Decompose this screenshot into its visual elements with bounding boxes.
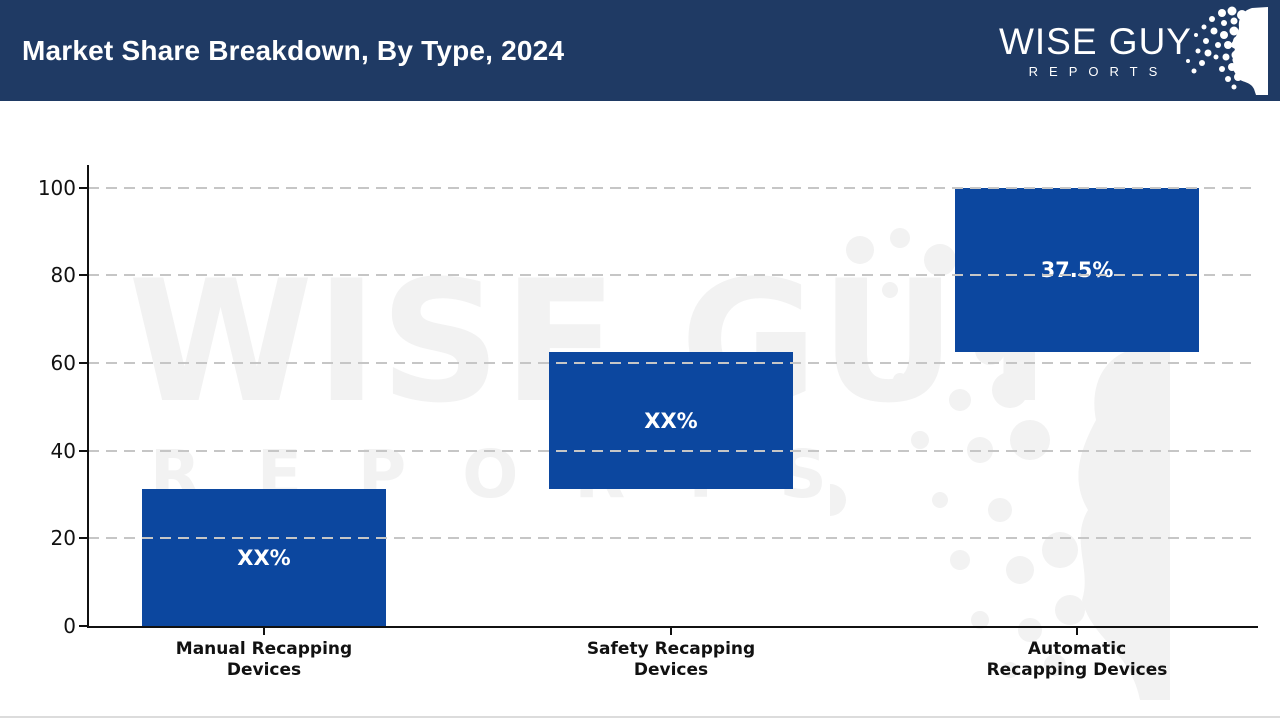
logo-subtext: REPORTS: [1028, 63, 1169, 79]
wiseguy-logo: WISE GUY REPORTS: [999, 5, 1270, 97]
bar-value-label: XX%: [237, 545, 291, 570]
gridline-y-60: [88, 361, 1258, 364]
chart-title: Market Share Breakdown, By Type, 2024: [22, 34, 565, 66]
header-bar: Market Share Breakdown, By Type, 2024 WI…: [0, 0, 1280, 101]
watermark-face-dots-decoration: [830, 228, 1170, 700]
x-category-label: Safety Recapping Devices: [501, 639, 841, 681]
x-category-label-line: Automatic: [1027, 639, 1127, 659]
bar-3: 37.5%: [955, 187, 1199, 352]
y-tickmark: [79, 186, 87, 189]
x-category-label-line: Devices: [226, 660, 302, 680]
y-tickmark: [79, 274, 87, 277]
bar-value-label: 37.5%: [1040, 257, 1114, 282]
x-tickmark: [670, 628, 672, 635]
bar-value-label: XX%: [644, 408, 698, 433]
x-category-label-line: Manual Recapping: [175, 639, 353, 659]
y-tickmark: [79, 625, 87, 627]
y-tick-label: 0: [63, 614, 76, 638]
logo-text: WISE GUY REPORTS: [999, 23, 1192, 79]
bar-2: XX%: [549, 352, 793, 489]
y-tick-label: 20: [50, 526, 76, 551]
x-category-label: Automatic Recapping Devices: [907, 639, 1247, 681]
y-tick-label: 40: [50, 438, 76, 463]
bar-1: XX%: [142, 489, 386, 626]
x-tickmark: [1076, 628, 1078, 635]
x-axis-line: [87, 626, 1258, 628]
y-tickmark: [79, 361, 87, 364]
x-category-label: Manual Recapping Devices: [94, 639, 434, 681]
y-tickmark: [79, 449, 87, 452]
gridline-y-40: [88, 449, 1258, 452]
x-category-label-line: Recapping Devices: [986, 660, 1168, 680]
y-tick-label: 100: [37, 175, 76, 200]
logo-wordmark: WISE GUY: [998, 20, 1192, 62]
gridline-y-100: [88, 186, 1258, 189]
y-tick-label: 80: [50, 263, 76, 288]
x-category-label-line: Devices: [633, 660, 709, 680]
y-tick-label: 60: [50, 350, 76, 375]
gridline-y-20: [88, 537, 1258, 540]
x-tickmark: [263, 628, 265, 635]
gridline-y-80: [88, 274, 1258, 277]
bottom-border-line: [0, 716, 1280, 718]
y-axis-line: [87, 165, 89, 628]
x-category-label-line: Safety Recapping: [586, 639, 756, 659]
y-tickmark: [79, 537, 87, 540]
logo-face-icon: [1186, 6, 1268, 95]
